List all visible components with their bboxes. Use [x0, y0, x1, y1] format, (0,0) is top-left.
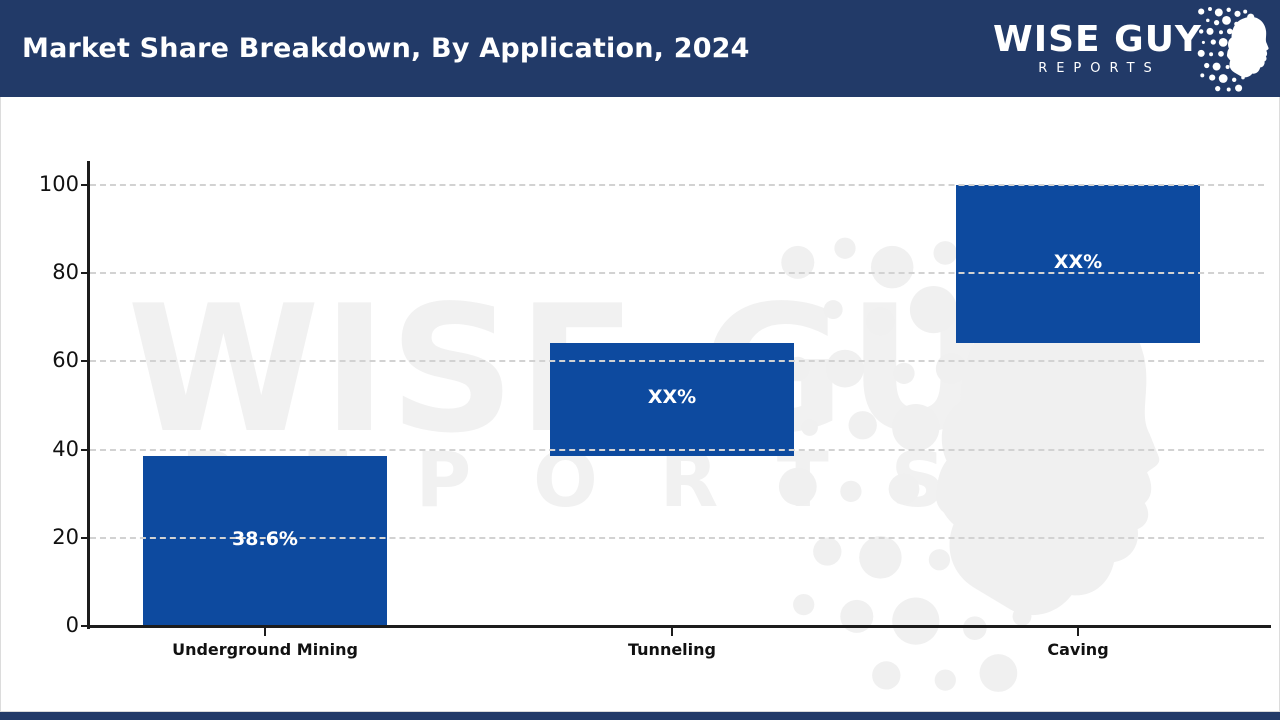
- x-tick-label-2: Tunneling: [628, 640, 716, 659]
- x-tick-label-3: Caving: [1047, 640, 1109, 659]
- footer-bar: [0, 712, 1280, 720]
- gridline-80: [90, 272, 1264, 275]
- y-tick-mark-0: [81, 625, 89, 627]
- y-tick-label-40: 40: [52, 436, 79, 461]
- bar-value-label-3: XX%: [1053, 250, 1103, 273]
- x-tick-label-1: Underground Mining: [172, 640, 358, 659]
- x-tick-mark-1: [264, 628, 266, 636]
- header: Market Share Breakdown, By Application, …: [0, 0, 1280, 97]
- brand-face-icon: [1194, 5, 1270, 93]
- y-tick-mark-60: [81, 360, 89, 363]
- brand-subtitle-text: REPORTS: [1038, 60, 1161, 76]
- y-tick-label-0: 0: [65, 613, 79, 637]
- bar-value-label-2: XX%: [647, 386, 697, 409]
- plot-canvas: 0 20 40 60 80 100 38.6% XX% XX% Underground Minin…: [1, 97, 1279, 712]
- brand-logo: WISE GUY REPORTS: [993, 5, 1270, 93]
- y-axis-spine: [87, 161, 90, 629]
- brand-name-text: WISE GUY: [992, 18, 1202, 60]
- bar-value-label-1: 38.6%: [232, 527, 298, 550]
- gridline-100: [90, 184, 1264, 186]
- gridline-20: [90, 536, 1264, 539]
- brand-wordmark: WISE GUY REPORTS: [992, 18, 1202, 76]
- y-tick-mark-20: [81, 536, 89, 539]
- x-axis-line: [87, 625, 1271, 628]
- y-tick-label-80: 80: [52, 260, 79, 285]
- x-tick-mark-3: [1077, 628, 1079, 636]
- y-tick-mark-100: [81, 184, 89, 186]
- y-tick-label-60: 60: [52, 348, 79, 373]
- y-tick-mark-40: [81, 448, 89, 451]
- plot-area: WISE GUY REPORTS 0 20 40 60 80 100 38.6% XX% XX%…: [0, 97, 1280, 712]
- bar-underground-mining: [143, 455, 387, 626]
- footer-divider: [0, 711, 1280, 712]
- y-tick-label-20: 20: [52, 524, 79, 549]
- y-tick-label-100: 100: [38, 172, 79, 196]
- gridline-40: [90, 448, 1264, 451]
- chart-title: Market Share Breakdown, By Application, …: [22, 33, 750, 64]
- x-tick-mark-2: [671, 628, 673, 636]
- gridline-60: [90, 360, 1264, 363]
- y-tick-mark-80: [81, 272, 89, 275]
